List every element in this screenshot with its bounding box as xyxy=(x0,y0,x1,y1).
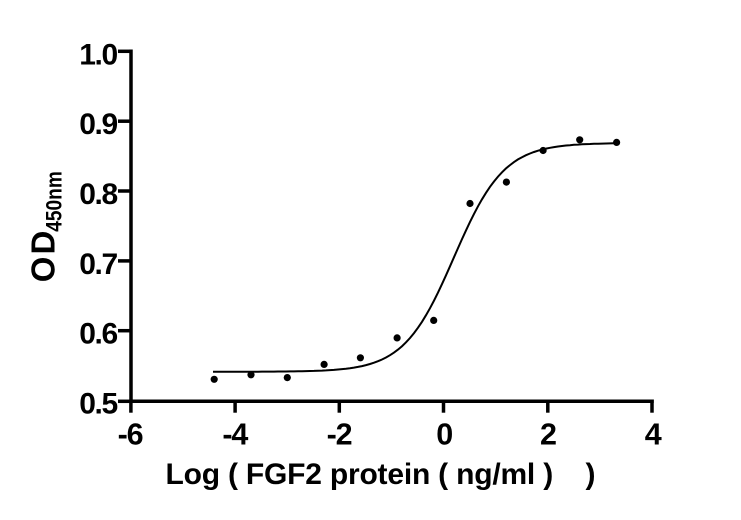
svg-text:2: 2 xyxy=(540,418,557,452)
svg-text:1.0: 1.0 xyxy=(79,38,118,71)
svg-text:-4: -4 xyxy=(222,418,248,452)
svg-text:-6: -6 xyxy=(118,418,144,452)
svg-text:0.8: 0.8 xyxy=(79,178,118,211)
svg-text:-2: -2 xyxy=(327,418,353,452)
svg-text:Log ( FGF2 protein ( ng/ml ): Log ( FGF2 protein ( ng/ml ) ) xyxy=(166,458,596,491)
svg-text:0.5: 0.5 xyxy=(79,388,118,421)
svg-text:0.6: 0.6 xyxy=(79,318,118,351)
svg-text:0.9: 0.9 xyxy=(79,108,118,141)
svg-text:0.7: 0.7 xyxy=(79,248,118,281)
svg-text:0: 0 xyxy=(436,418,453,452)
svg-text:4: 4 xyxy=(645,418,662,452)
